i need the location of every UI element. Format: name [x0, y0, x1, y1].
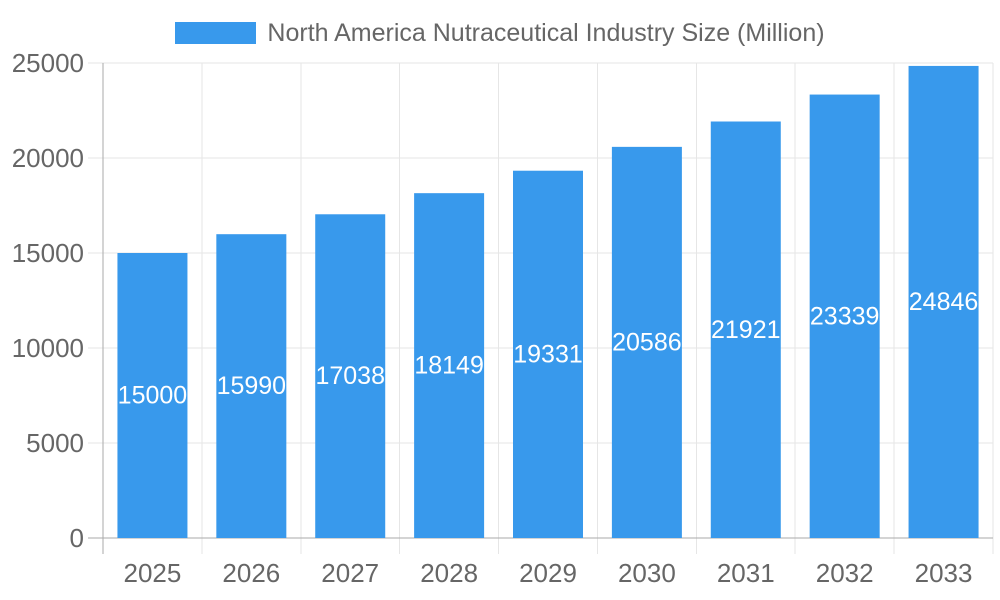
y-axis-tick-label: 15000 [12, 238, 84, 268]
bar-value-label: 19331 [513, 340, 583, 368]
y-axis-tick-label: 0 [70, 523, 84, 553]
bar-2033[interactable] [908, 65, 979, 539]
bar-2028[interactable] [414, 193, 485, 538]
bar-value-label: 18149 [414, 352, 484, 380]
x-axis-tick-label: 2027 [321, 558, 379, 588]
bar-2030[interactable] [611, 146, 682, 538]
bar-value-label: 17038 [315, 362, 385, 390]
bar-value-label: 21921 [711, 316, 781, 344]
y-axis-tick-label: 5000 [26, 428, 84, 458]
bar-2026[interactable] [216, 234, 287, 538]
bar-2027[interactable] [315, 214, 386, 538]
x-axis-tick-label: 2032 [816, 558, 874, 588]
y-axis-tick-label: 25000 [12, 48, 84, 78]
x-axis-tick-label: 2031 [717, 558, 775, 588]
y-axis-tick-label: 20000 [12, 143, 84, 173]
x-axis-tick-label: 2025 [124, 558, 182, 588]
bar-value-label: 15000 [118, 382, 188, 410]
bar-value-label: 23339 [810, 302, 880, 330]
x-axis-tick-label: 2029 [519, 558, 577, 588]
legend-label: North America Nutraceutical Industry Siz… [267, 19, 825, 47]
y-axis-tick-label: 10000 [12, 333, 84, 363]
bar-2031[interactable] [710, 121, 781, 538]
bar-value-label: 20586 [612, 328, 682, 356]
bar-2029[interactable] [513, 170, 583, 538]
legend-swatch [175, 22, 257, 44]
x-axis-tick-label: 2026 [222, 558, 280, 588]
bar-value-label: 24846 [909, 288, 979, 316]
x-axis-tick-label: 2030 [618, 558, 676, 588]
bar-2032[interactable] [809, 94, 880, 539]
x-axis-tick-label: 2033 [915, 558, 973, 588]
legend-item[interactable]: North America Nutraceutical Industry Siz… [0, 20, 1000, 46]
bar-value-label: 15990 [217, 372, 287, 400]
x-axis-tick-label: 2028 [420, 558, 478, 588]
bar-2025[interactable] [117, 253, 188, 538]
